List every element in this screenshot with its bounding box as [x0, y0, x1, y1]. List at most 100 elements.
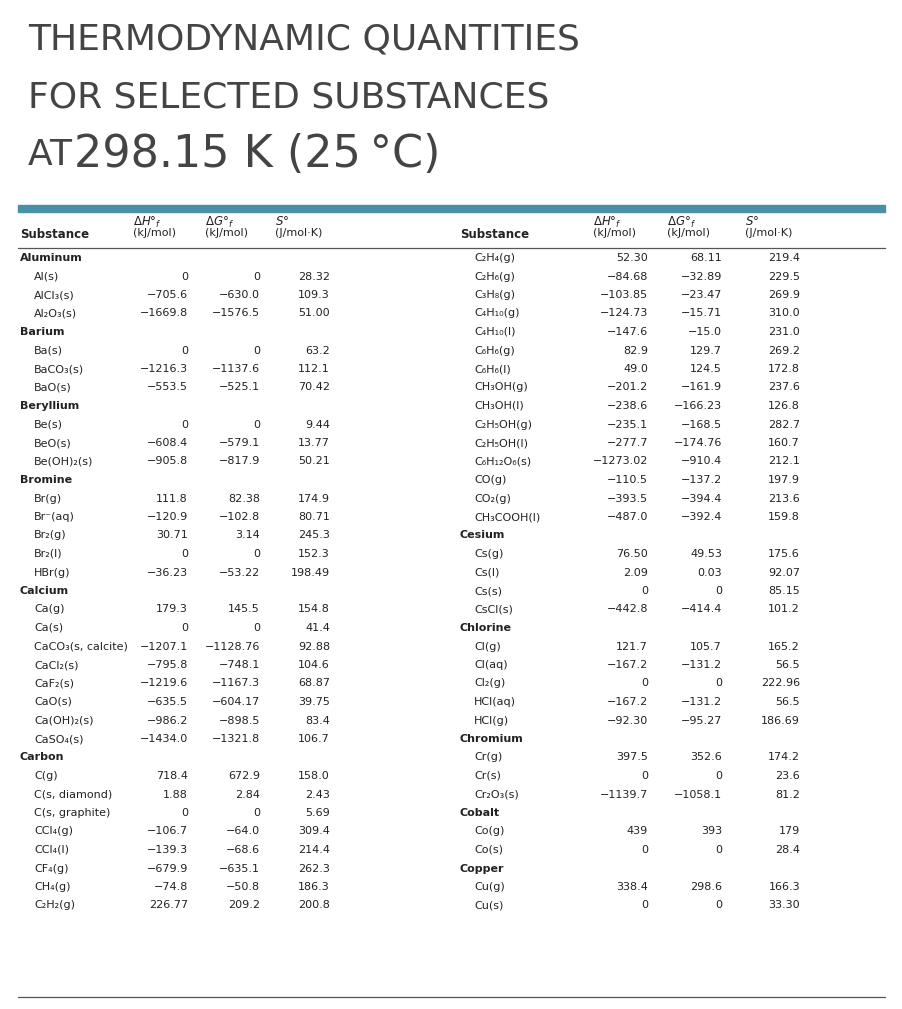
Text: CsCl(s): CsCl(s): [474, 604, 512, 614]
Text: 0.03: 0.03: [696, 567, 722, 577]
Text: Calcium: Calcium: [20, 586, 69, 596]
Text: Ba(s): Ba(s): [34, 345, 63, 355]
Text: 80.71: 80.71: [298, 512, 329, 522]
Text: 109.3: 109.3: [298, 290, 329, 300]
Text: −1216.3: −1216.3: [140, 364, 188, 374]
Text: C₂H₅OH(g): C₂H₅OH(g): [474, 420, 531, 430]
Text: 28.4: 28.4: [774, 845, 799, 855]
Text: Cu(s): Cu(s): [474, 900, 502, 910]
Text: 2.43: 2.43: [305, 789, 329, 799]
Text: −174.76: −174.76: [673, 438, 722, 448]
Text: 68.87: 68.87: [298, 678, 329, 688]
Text: $S°$: $S°$: [275, 215, 289, 228]
Text: Aluminum: Aluminum: [20, 253, 83, 263]
Text: 159.8: 159.8: [768, 512, 799, 522]
Text: 0: 0: [253, 420, 260, 430]
Text: 39.75: 39.75: [298, 697, 329, 707]
Text: 172.8: 172.8: [767, 364, 799, 374]
Text: CCl₄(l): CCl₄(l): [34, 845, 69, 855]
Text: 129.7: 129.7: [689, 345, 722, 355]
Text: Br(g): Br(g): [34, 493, 62, 503]
Text: 298.6: 298.6: [689, 882, 722, 892]
Text: 112.1: 112.1: [298, 364, 329, 374]
Text: BaO(s): BaO(s): [34, 382, 71, 393]
Text: 101.2: 101.2: [768, 604, 799, 614]
Text: C₆H₆(g): C₆H₆(g): [474, 345, 514, 355]
Text: −905.8: −905.8: [147, 456, 188, 466]
Text: −579.1: −579.1: [218, 438, 260, 448]
Text: −795.8: −795.8: [146, 660, 188, 670]
Text: 49.0: 49.0: [622, 364, 648, 374]
Text: 106.7: 106.7: [298, 734, 329, 744]
Text: −95.27: −95.27: [680, 715, 722, 725]
Text: 124.5: 124.5: [689, 364, 722, 374]
Text: Cobalt: Cobalt: [459, 808, 500, 818]
Text: −102.8: −102.8: [218, 512, 260, 522]
Text: 154.8: 154.8: [298, 604, 329, 614]
Text: 56.5: 56.5: [775, 660, 799, 670]
Text: 352.6: 352.6: [689, 753, 722, 763]
Text: Cs(l): Cs(l): [474, 567, 499, 577]
Text: −131.2: −131.2: [680, 660, 722, 670]
Text: 226.77: 226.77: [149, 900, 188, 910]
Text: CaF₂(s): CaF₂(s): [34, 678, 74, 688]
Text: 0: 0: [253, 345, 260, 355]
Text: −103.85: −103.85: [599, 290, 648, 300]
Text: 0: 0: [180, 808, 188, 818]
Text: 50.21: 50.21: [298, 456, 329, 466]
Text: 76.50: 76.50: [615, 549, 648, 559]
Text: 0: 0: [180, 549, 188, 559]
Text: 309.4: 309.4: [298, 826, 329, 836]
Text: 214.4: 214.4: [298, 845, 329, 855]
Text: −64.0: −64.0: [226, 826, 260, 836]
Text: −23.47: −23.47: [680, 290, 722, 300]
Text: C(s, diamond): C(s, diamond): [34, 789, 112, 799]
Text: −414.4: −414.4: [680, 604, 722, 614]
Text: 0: 0: [180, 271, 188, 282]
Text: −525.1: −525.1: [218, 382, 260, 393]
Text: 229.5: 229.5: [767, 271, 799, 282]
Text: 179.3: 179.3: [156, 604, 188, 614]
Text: 5.69: 5.69: [305, 808, 329, 818]
Text: C₄H₁₀(l): C₄H₁₀(l): [474, 327, 515, 337]
Text: −161.9: −161.9: [680, 382, 722, 393]
Text: 92.07: 92.07: [767, 567, 799, 577]
Text: Be(OH)₂(s): Be(OH)₂(s): [34, 456, 93, 466]
Text: −1167.3: −1167.3: [212, 678, 260, 688]
Text: 175.6: 175.6: [768, 549, 799, 559]
Text: 165.2: 165.2: [768, 642, 799, 652]
Text: −139.3: −139.3: [147, 845, 188, 855]
Text: 68.11: 68.11: [689, 253, 722, 263]
Text: $\Delta G°_f$: $\Delta G°_f$: [205, 215, 234, 230]
Text: $S°$: $S°$: [744, 215, 759, 228]
Text: THERMODYNAMIC QUANTITIES: THERMODYNAMIC QUANTITIES: [28, 22, 579, 57]
Text: 0: 0: [253, 549, 260, 559]
Text: 145.5: 145.5: [228, 604, 260, 614]
Text: −147.6: −147.6: [606, 327, 648, 337]
Text: 198.49: 198.49: [290, 567, 329, 577]
Text: 2.09: 2.09: [622, 567, 648, 577]
Text: 105.7: 105.7: [689, 642, 722, 652]
Text: CH₃OH(g): CH₃OH(g): [474, 382, 527, 393]
Text: −1669.8: −1669.8: [140, 309, 188, 319]
Text: Co(s): Co(s): [474, 845, 502, 855]
Text: 82.38: 82.38: [227, 493, 260, 503]
Text: Al₂O₃(s): Al₂O₃(s): [34, 309, 77, 319]
Text: Substance: Substance: [20, 228, 89, 241]
Text: Cu(g): Cu(g): [474, 882, 504, 892]
Text: −679.9: −679.9: [146, 864, 188, 874]
Text: 174.2: 174.2: [767, 753, 799, 763]
Text: HCl(g): HCl(g): [474, 715, 509, 725]
Text: −201.2: −201.2: [606, 382, 648, 393]
Text: (kJ/mol): (kJ/mol): [667, 228, 709, 238]
Text: 0: 0: [714, 900, 722, 910]
Text: 3.14: 3.14: [235, 531, 260, 541]
Text: 160.7: 160.7: [768, 438, 799, 448]
Text: CCl₄(g): CCl₄(g): [34, 826, 73, 836]
Text: 0: 0: [640, 900, 648, 910]
Text: C(s, graphite): C(s, graphite): [34, 808, 110, 818]
Text: −393.5: −393.5: [606, 493, 648, 503]
Text: 179: 179: [778, 826, 799, 836]
Text: $\Delta G°_f$: $\Delta G°_f$: [667, 215, 695, 230]
Text: 2.84: 2.84: [235, 789, 260, 799]
